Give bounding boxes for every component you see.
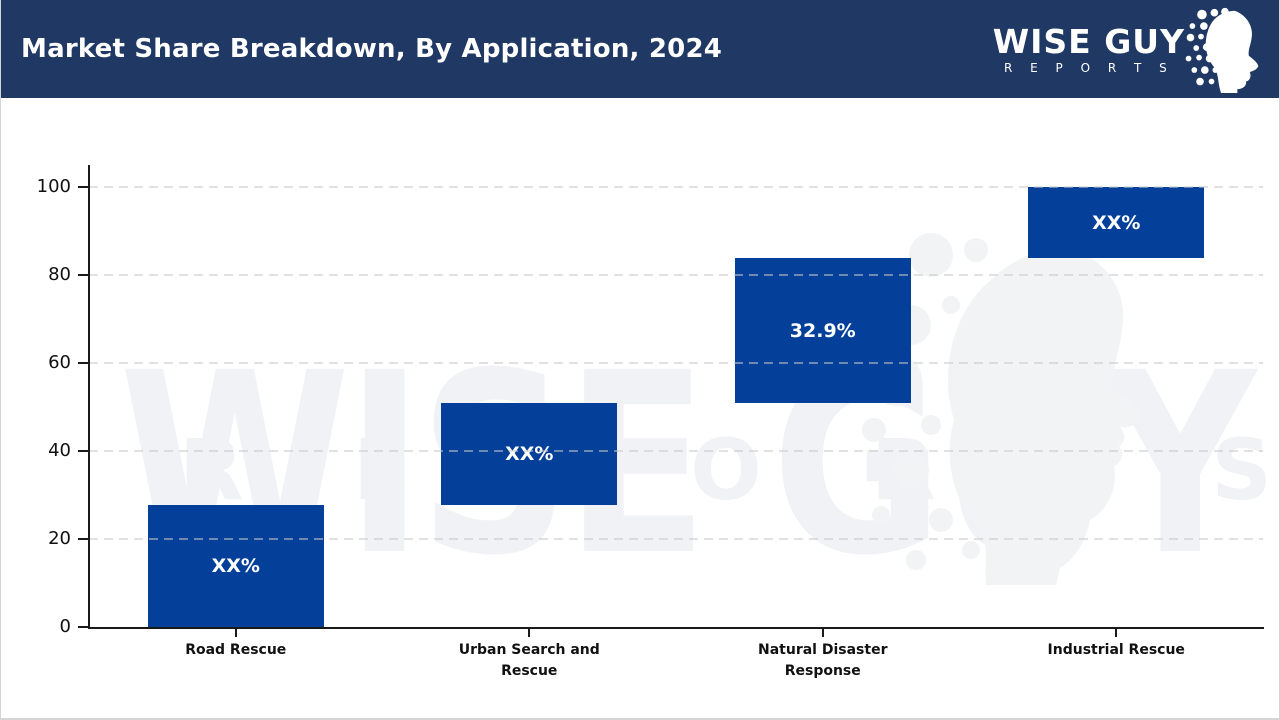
brand-name: WISE GUY [992,21,1185,61]
y-tick-mark [78,362,88,364]
y-tick-label: 40 [48,440,71,461]
brand-head-icon [1185,7,1259,93]
gridline-60 [89,362,1263,364]
x-tick-mark [234,629,237,637]
gridline-40 [89,450,1263,452]
chart-area: WISE GUY R E P O R T S 0 20 40 60 80 100 XX% Ro… [1,98,1279,718]
x-tick-mark [1115,629,1118,637]
x-category-label: Industrial Rescue [1047,642,1185,658]
bar-value-label: XX% [211,555,260,578]
brand-wordmark: WISE GUY R E P O R T S [993,25,1185,74]
gridline-100 [89,186,1263,188]
bar-value-label: 32.9% [789,319,856,342]
page-title: Market Share Breakdown, By Application, … [21,34,723,64]
y-tick-label: 80 [48,264,71,285]
x-category-label: Natural Disaster Response [758,642,888,679]
y-tick-label: 100 [36,176,71,197]
y-tick-label: 60 [48,352,71,373]
gridline-20 [89,538,1263,540]
bar-value-label: XX% [505,443,554,466]
y-axis-spine [88,165,90,629]
bar-value-label: XX% [1092,211,1141,234]
y-tick-mark [78,450,88,452]
bar-natural-disaster-response: 32.9% [734,258,911,404]
y-tick-label: 20 [48,528,71,549]
brand-subtitle: R E P O R T S [1003,60,1174,75]
y-tick-label: 0 [59,616,71,637]
y-tick-mark [78,186,88,188]
y-tick-mark [78,626,88,628]
x-axis-spine [88,627,1264,629]
x-category-label: Urban Search and Rescue [458,642,600,679]
x-tick-mark [528,629,531,637]
header-bar: Market Share Breakdown, By Application, … [1,0,1279,98]
y-tick-mark [78,538,88,540]
y-tick-mark [78,274,88,276]
x-tick-mark [821,629,824,637]
brand-logo: WISE GUY R E P O R T S [993,5,1265,93]
bar-road-rescue: XX% [147,505,324,627]
x-category-label: Road Rescue [185,642,287,658]
bar-urban-search-and-rescue: XX% [441,403,618,506]
bar-industrial-rescue: XX% [1028,187,1205,259]
gridline-80 [89,274,1263,276]
